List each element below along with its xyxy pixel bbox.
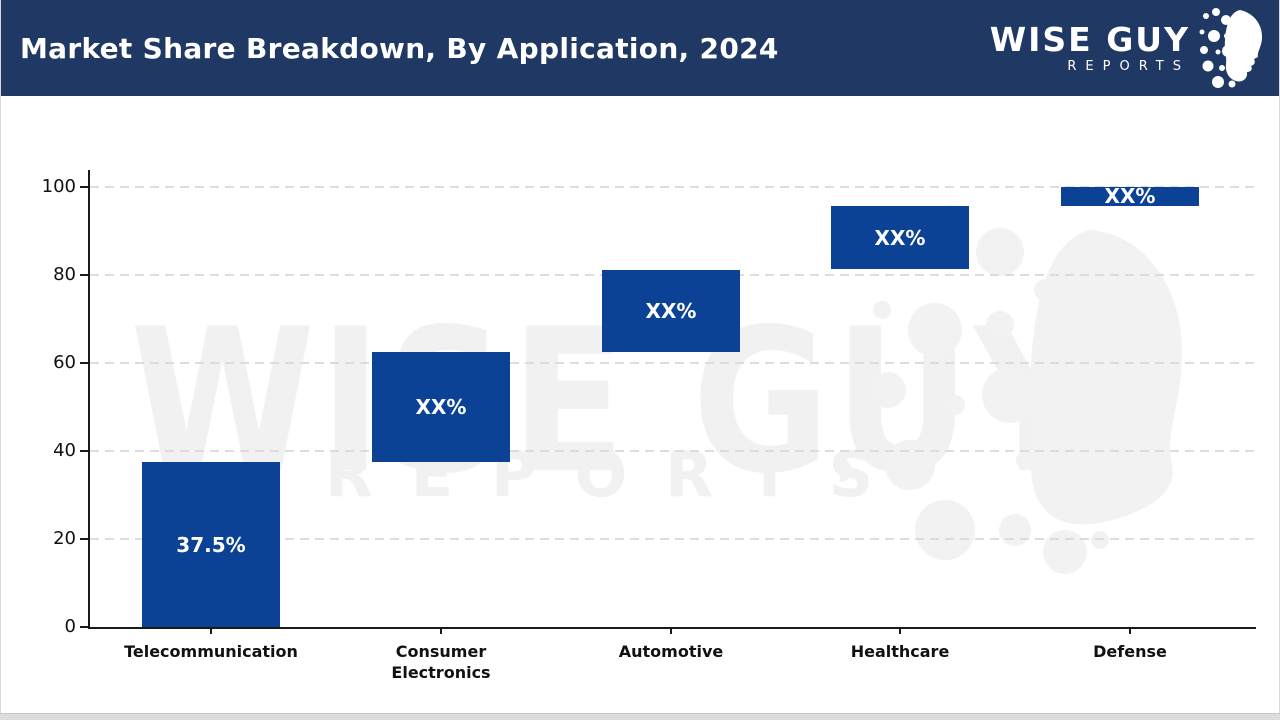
bar-consumer-electronics <box>372 352 510 462</box>
bar-value-label: 37.5% <box>176 532 246 557</box>
page-title: Market Share Breakdown, By Application, … <box>20 31 779 65</box>
y-tick-40 <box>80 450 88 452</box>
wise-guy-reports-logo: WISE GUY REPORTS <box>990 6 1266 90</box>
y-tick-label-100: 100 <box>41 176 76 197</box>
x-tick-1 <box>440 627 442 634</box>
category-label-3: Healthcare <box>850 642 950 661</box>
category-label-4: Defense <box>1093 642 1167 661</box>
bar-automotive <box>602 269 740 352</box>
y-tick-0 <box>80 626 88 628</box>
x-tick-3 <box>899 627 901 634</box>
x-tick-4 <box>1129 627 1131 634</box>
y-tick-label-80: 80 <box>53 264 76 285</box>
x-tick-2 <box>670 627 672 634</box>
y-tick-60 <box>80 362 88 364</box>
y-tick-100 <box>80 186 88 188</box>
y-axis-line <box>88 170 90 629</box>
logo-wiseguy-label: WISE GUY <box>989 19 1190 59</box>
category-label-2: Automotive <box>618 642 724 661</box>
bar-value-label: XX% <box>415 395 467 419</box>
y-tick-label-60: 60 <box>53 352 76 373</box>
footer-strip <box>0 713 1280 720</box>
gridline-100 <box>90 186 1256 188</box>
header-bar: Market Share Breakdown, By Application, … <box>0 0 1280 96</box>
gridline-60 <box>90 362 1256 364</box>
y-tick-label-40: 40 <box>53 440 76 461</box>
gridline-40 <box>90 450 1256 452</box>
category-label-1: Consumer Electronics <box>391 642 491 682</box>
y-tick-label-20: 20 <box>53 528 76 549</box>
y-tick-20 <box>80 538 88 540</box>
bar-value-label: XX% <box>645 298 697 323</box>
bar-value-label: XX% <box>874 225 926 250</box>
logo-reports-label: REPORTS <box>1067 58 1190 74</box>
bar-value-label: XX% <box>1104 184 1156 209</box>
category-label-0: Telecommunication <box>124 642 298 661</box>
y-tick-label-0: 0 <box>64 616 76 637</box>
bar-telecommunication <box>142 462 280 627</box>
logo-head-icon <box>1199 8 1263 88</box>
x-tick-0 <box>210 627 212 634</box>
x-axis-line <box>88 627 1256 629</box>
gridline-20 <box>90 538 1256 540</box>
y-tick-80 <box>80 274 88 276</box>
bar-defense <box>1061 187 1199 206</box>
